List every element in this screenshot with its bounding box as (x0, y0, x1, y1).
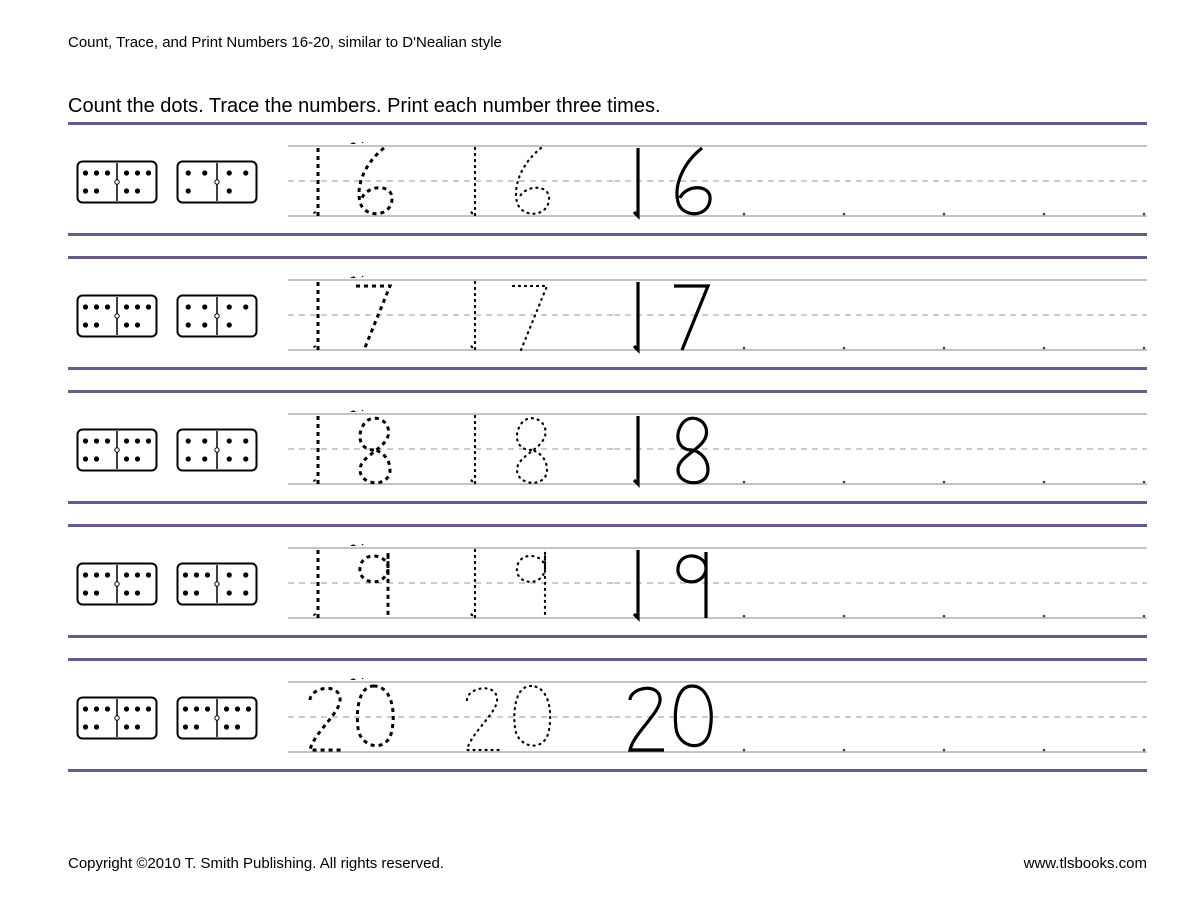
domino-pair (76, 696, 258, 740)
domino-icon (176, 696, 258, 740)
trace-area: 1 (288, 678, 614, 758)
domino-icon (76, 428, 158, 472)
domino-pair (76, 562, 258, 606)
trace-area: 1 (288, 142, 614, 222)
worksheet-row: 1 (68, 658, 1147, 772)
print-area (614, 410, 1147, 490)
domino-icon (176, 428, 258, 472)
page-footer: Copyright ©2010 T. Smith Publishing. All… (68, 855, 1147, 872)
svg-text:1: 1 (350, 276, 356, 281)
worksheet-page: Count, Trace, and Print Numbers 16-20, s… (0, 0, 1185, 912)
print-area (614, 678, 1147, 758)
domino-icon (176, 160, 258, 204)
website-text: www.tlsbooks.com (1024, 855, 1147, 872)
print-area (614, 276, 1147, 356)
domino-icon (176, 294, 258, 338)
domino-icon (76, 160, 158, 204)
svg-text:1: 1 (350, 678, 356, 683)
trace-area: 1 (288, 544, 614, 624)
worksheet-row: 1 (68, 390, 1147, 504)
trace-area: 1 (288, 410, 614, 490)
trace-area: 1 (288, 276, 614, 356)
worksheet-row: 1 (68, 524, 1147, 638)
print-area (614, 544, 1147, 624)
worksheet-rows: 1 1 1 1 1 (68, 122, 1147, 772)
domino-pair (76, 428, 258, 472)
domino-icon (76, 294, 158, 338)
svg-text:1: 1 (350, 142, 356, 147)
page-header: Count, Trace, and Print Numbers 16-20, s… (68, 34, 1147, 51)
instructions-text: Count the dots. Trace the numbers. Print… (68, 95, 1147, 118)
domino-pair (76, 160, 258, 204)
worksheet-row: 1 (68, 122, 1147, 236)
svg-text:1: 1 (350, 544, 356, 549)
domino-icon (76, 696, 158, 740)
copyright-text: Copyright ©2010 T. Smith Publishing. All… (68, 855, 444, 872)
print-area (614, 142, 1147, 222)
worksheet-row: 1 (68, 256, 1147, 370)
domino-icon (176, 562, 258, 606)
domino-pair (76, 294, 258, 338)
svg-text:1: 1 (350, 410, 356, 415)
domino-icon (76, 562, 158, 606)
